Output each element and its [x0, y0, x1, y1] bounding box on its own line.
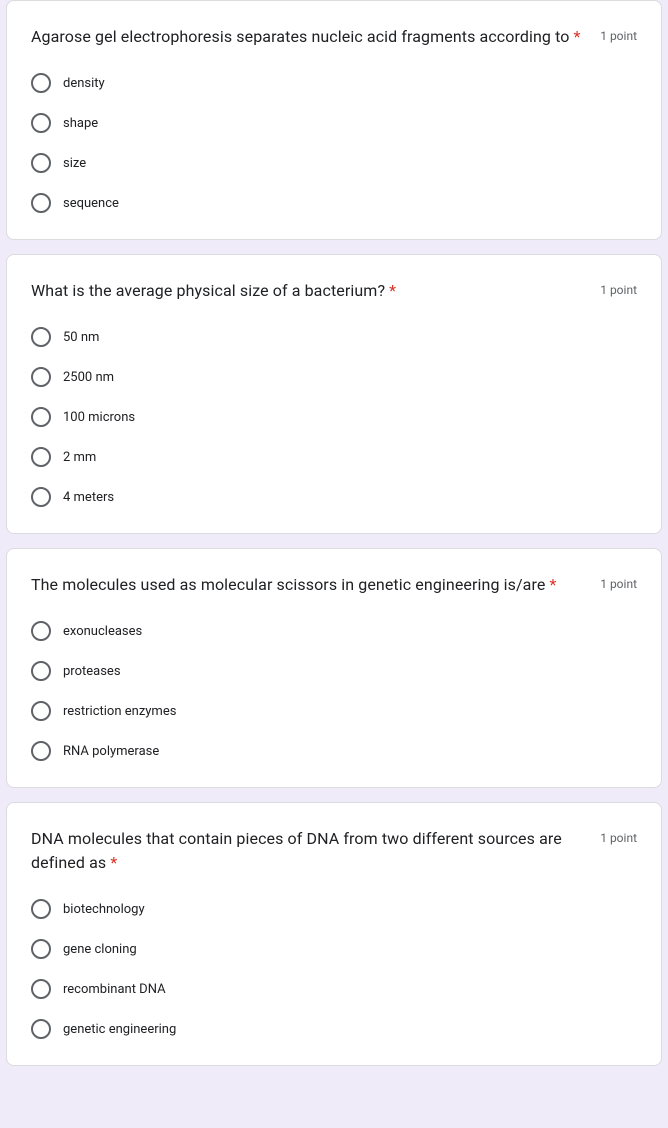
radio-icon[interactable] — [31, 899, 51, 919]
question-text: The molecules used as molecular scissors… — [31, 573, 582, 597]
points-label: 1 point — [582, 25, 637, 43]
option-row[interactable]: shape — [31, 111, 637, 135]
option-row[interactable]: genetic engineering — [31, 1017, 637, 1041]
required-marker: * — [549, 575, 556, 594]
radio-icon[interactable] — [31, 1019, 51, 1039]
option-label: genetic engineering — [63, 1022, 176, 1037]
required-marker: * — [110, 853, 117, 872]
option-label: RNA polymerase — [63, 744, 159, 759]
option-label: proteases — [63, 664, 121, 679]
question-header: What is the average physical size of a b… — [31, 279, 637, 303]
option-row[interactable]: 4 meters — [31, 485, 637, 509]
option-label: 100 microns — [63, 410, 135, 425]
question-card: DNA molecules that contain pieces of DNA… — [6, 802, 662, 1066]
option-label: 4 meters — [63, 490, 114, 505]
option-row[interactable]: density — [31, 71, 637, 95]
option-label: sequence — [63, 196, 119, 211]
option-label: 2500 nm — [63, 370, 114, 385]
question-text: What is the average physical size of a b… — [31, 279, 582, 303]
option-label: density — [63, 76, 105, 91]
radio-icon[interactable] — [31, 407, 51, 427]
option-label: 2 mm — [63, 450, 96, 465]
radio-icon[interactable] — [31, 701, 51, 721]
question-header: Agarose gel electrophoresis separates nu… — [31, 25, 637, 49]
question-header: DNA molecules that contain pieces of DNA… — [31, 827, 637, 875]
radio-icon[interactable] — [31, 153, 51, 173]
radio-icon[interactable] — [31, 979, 51, 999]
radio-icon[interactable] — [31, 621, 51, 641]
radio-icon[interactable] — [31, 327, 51, 347]
question-text: Agarose gel electrophoresis separates nu… — [31, 25, 582, 49]
option-row[interactable]: size — [31, 151, 637, 175]
points-label: 1 point — [582, 827, 637, 845]
question-card: Agarose gel electrophoresis separates nu… — [6, 0, 662, 240]
option-label: recombinant DNA — [63, 982, 166, 997]
option-row[interactable]: restriction enzymes — [31, 699, 637, 723]
points-label: 1 point — [582, 573, 637, 591]
option-label: 50 nm — [63, 330, 99, 345]
points-label: 1 point — [582, 279, 637, 297]
option-row[interactable]: exonucleases — [31, 619, 637, 643]
question-prompt: Agarose gel electrophoresis separates nu… — [31, 27, 574, 46]
radio-icon[interactable] — [31, 113, 51, 133]
radio-icon[interactable] — [31, 367, 51, 387]
question-card: The molecules used as molecular scissors… — [6, 548, 662, 788]
radio-icon[interactable] — [31, 741, 51, 761]
radio-icon[interactable] — [31, 939, 51, 959]
required-marker: * — [389, 281, 396, 300]
option-row[interactable]: 100 microns — [31, 405, 637, 429]
option-row[interactable]: RNA polymerase — [31, 739, 637, 763]
option-label: biotechnology — [63, 902, 145, 917]
radio-icon[interactable] — [31, 193, 51, 213]
question-header: The molecules used as molecular scissors… — [31, 573, 637, 597]
option-row[interactable]: 2500 nm — [31, 365, 637, 389]
option-row[interactable]: 2 mm — [31, 445, 637, 469]
radio-icon[interactable] — [31, 73, 51, 93]
option-row[interactable]: recombinant DNA — [31, 977, 637, 1001]
question-prompt: The molecules used as molecular scissors… — [31, 575, 549, 594]
option-row[interactable]: 50 nm — [31, 325, 637, 349]
question-text: DNA molecules that contain pieces of DNA… — [31, 827, 582, 875]
question-prompt: What is the average physical size of a b… — [31, 281, 389, 300]
question-card: What is the average physical size of a b… — [6, 254, 662, 534]
option-label: size — [63, 156, 86, 171]
option-row[interactable]: gene cloning — [31, 937, 637, 961]
option-label: shape — [63, 116, 98, 131]
option-label: restriction enzymes — [63, 704, 176, 719]
radio-icon[interactable] — [31, 487, 51, 507]
option-row[interactable]: proteases — [31, 659, 637, 683]
radio-icon[interactable] — [31, 661, 51, 681]
option-row[interactable]: biotechnology — [31, 897, 637, 921]
radio-icon[interactable] — [31, 447, 51, 467]
required-marker: * — [574, 27, 581, 46]
option-label: gene cloning — [63, 942, 137, 957]
option-row[interactable]: sequence — [31, 191, 637, 215]
option-label: exonucleases — [63, 624, 142, 639]
